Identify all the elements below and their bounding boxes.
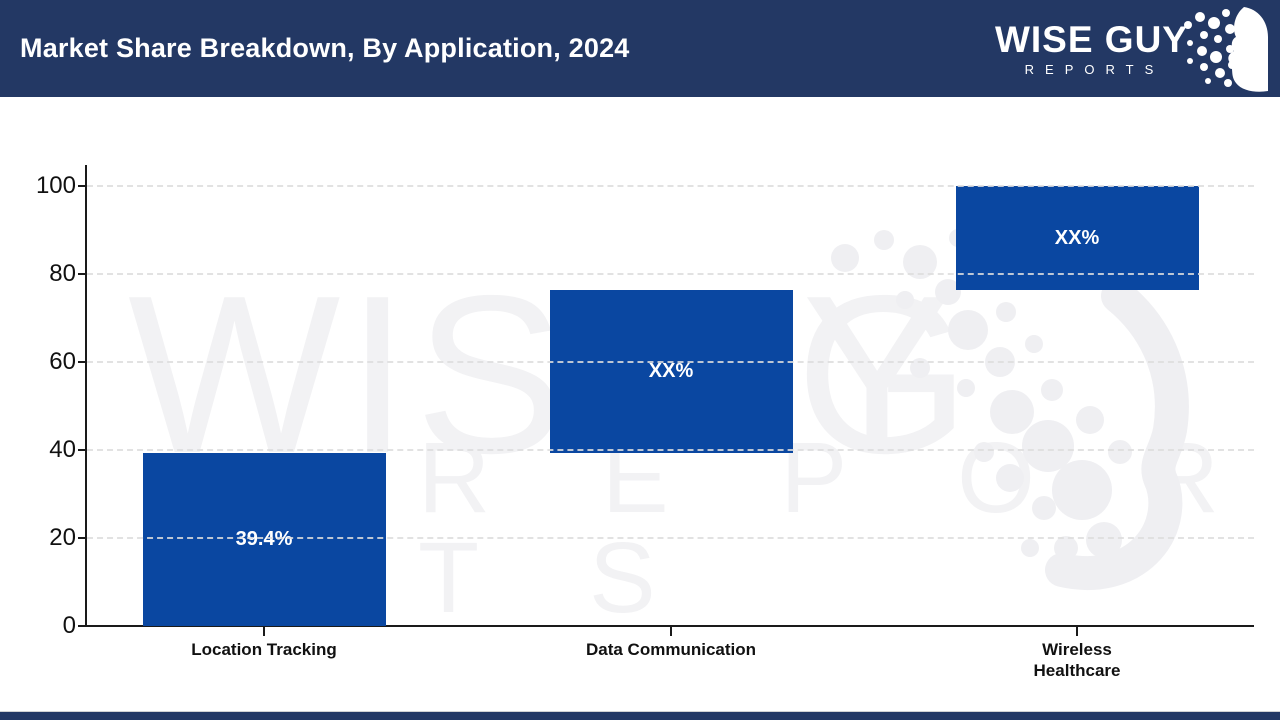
y-tick-label: 60 (49, 348, 76, 375)
gridline-80 (87, 273, 1254, 275)
gridline-100 (87, 185, 1254, 187)
bar-location-tracking: 39.4% (142, 452, 386, 626)
y-tick-mark (78, 625, 87, 627)
y-tick-mark (78, 449, 87, 451)
gridline-60 (87, 361, 1254, 363)
brand-subtitle: REPORTS (1024, 61, 1165, 77)
y-tick-mark (78, 185, 87, 187)
bar-value-label: XX% (648, 359, 694, 382)
x-category-label-line: Data Communication (585, 640, 757, 659)
x-tick-mark (263, 627, 265, 636)
gridline-20 (87, 537, 1254, 539)
bar-value-label: 39.4% (235, 527, 293, 550)
header-bar: Market Share Breakdown, By Application, … (0, 0, 1280, 97)
brand-name: WISE GUY (994, 18, 1188, 60)
gridline-40 (87, 449, 1254, 451)
brand-face-icon (1184, 6, 1268, 92)
y-tick-label: 40 (49, 436, 76, 463)
x-tick-mark (1076, 627, 1078, 636)
brand-logo: WISE GUY REPORTS (995, 5, 1280, 93)
y-tick-mark (78, 273, 87, 275)
y-tick-label: 100 (35, 172, 76, 199)
y-tick-mark (78, 361, 87, 363)
y-tick-label: 80 (49, 260, 76, 287)
footer-rule (0, 711, 1280, 712)
x-axis-line (85, 625, 1254, 627)
y-tick-mark (78, 537, 87, 539)
x-category-label: Location Tracking (114, 639, 414, 660)
y-tick-label: 0 (62, 612, 76, 639)
y-axis-line (85, 165, 87, 627)
x-category-label: Data Communication (521, 639, 821, 660)
footer-bar (0, 712, 1280, 720)
y-tick-label: 20 (49, 524, 76, 551)
x-category-label-line: Wireless (1042, 640, 1112, 659)
bar-data-communication: XX% (549, 290, 793, 453)
brand-logo-text: WISE GUY REPORTS (995, 21, 1188, 77)
x-tick-mark (670, 627, 672, 636)
x-category-label-line: Healthcare (1033, 661, 1121, 681)
x-category-label-line: Location Tracking (191, 640, 337, 659)
page-title: Market Share Breakdown, By Application, … (20, 33, 630, 63)
bar-value-label: XX% (1054, 226, 1100, 249)
x-category-label: Wireless Healthcare (927, 639, 1227, 682)
